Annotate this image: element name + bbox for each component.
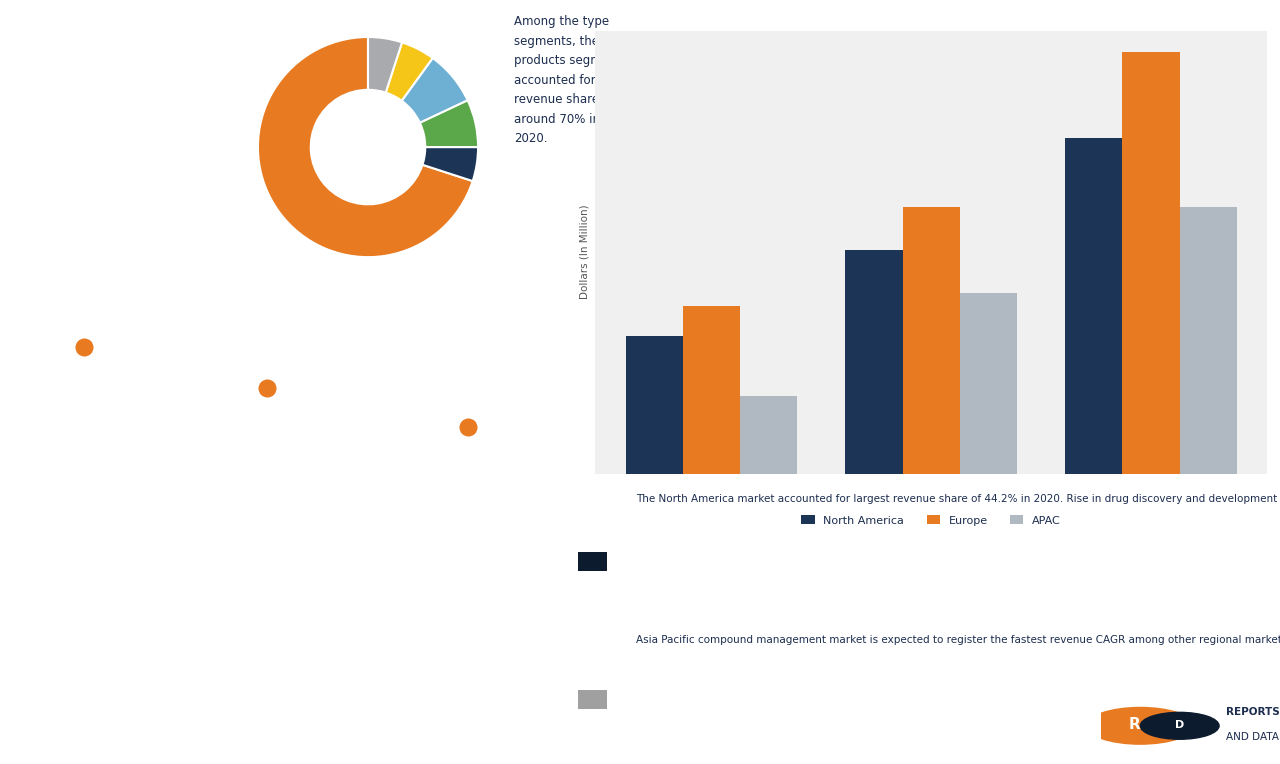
Text: The North America market accounted for largest revenue share of 44.2% in 2020. R: The North America market accounted for l… <box>636 494 1280 504</box>
Text: market revenue will: market revenue will <box>18 34 115 44</box>
Text: D: D <box>1175 720 1184 730</box>
Bar <box>740 397 797 474</box>
Text: at a CAGR of: at a CAGR of <box>18 104 81 114</box>
Bar <box>50 257 77 299</box>
Wedge shape <box>259 37 472 257</box>
Text: 17%: 17% <box>18 131 82 157</box>
Bar <box>846 250 902 474</box>
Circle shape <box>1087 707 1194 744</box>
Y-axis label: Dollars (In Million): Dollars (In Million) <box>580 205 590 299</box>
Bar <box>579 552 608 571</box>
Bar <box>626 336 684 474</box>
Wedge shape <box>385 42 433 101</box>
Bar <box>579 690 608 709</box>
Bar <box>902 207 960 474</box>
Circle shape <box>1140 712 1219 740</box>
Text: Asia Pacific compound management market is expected to register the fastest reve: Asia Pacific compound management market … <box>636 635 1280 645</box>
Bar <box>18 272 45 299</box>
Text: 2021-2028,: 2021-2028, <box>18 9 74 19</box>
Wedge shape <box>369 37 402 92</box>
Bar <box>960 293 1016 474</box>
Wedge shape <box>420 100 479 147</box>
Text: R: R <box>1129 717 1140 732</box>
Text: Based on application, the drug discovery segment accounted for largest revenue
s: Based on application, the drug discovery… <box>28 558 460 632</box>
Text: ACCELERATE: ACCELERATE <box>18 64 125 79</box>
Bar <box>1179 207 1236 474</box>
Text: AND DATA: AND DATA <box>1226 732 1279 742</box>
Legend: North America, Europe, APAC: North America, Europe, APAC <box>797 511 1065 530</box>
Bar <box>1123 52 1179 474</box>
Text: REPORTS: REPORTS <box>1226 707 1280 717</box>
Bar <box>1065 138 1123 474</box>
Text: Among the type
segments, the
products segment
accounted for
revenue share of
aro: Among the type segments, the products se… <box>515 15 622 145</box>
Wedge shape <box>402 58 467 123</box>
Bar <box>81 241 108 299</box>
Bar <box>684 306 740 474</box>
Bar <box>116 220 143 299</box>
Wedge shape <box>422 147 479 181</box>
